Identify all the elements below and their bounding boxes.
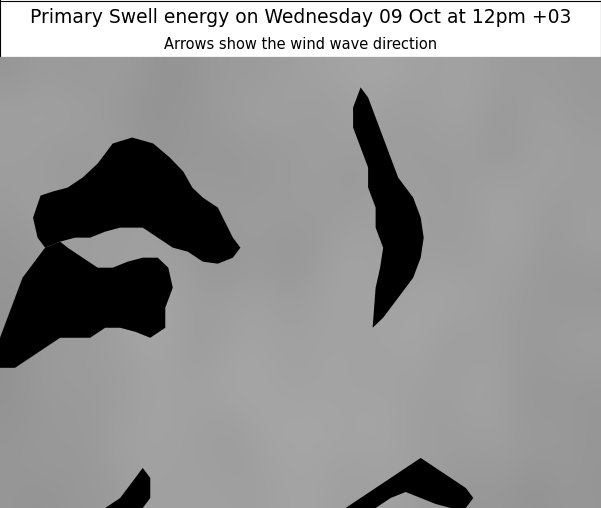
Text: Arrows show the wind wave direction: Arrows show the wind wave direction: [164, 37, 437, 52]
Polygon shape: [346, 458, 474, 508]
Polygon shape: [105, 468, 150, 508]
Polygon shape: [33, 138, 240, 264]
Polygon shape: [353, 87, 424, 328]
Text: Primary Swell energy on Wednesday 09 Oct at 12pm +03: Primary Swell energy on Wednesday 09 Oct…: [30, 8, 571, 27]
Polygon shape: [0, 242, 173, 368]
